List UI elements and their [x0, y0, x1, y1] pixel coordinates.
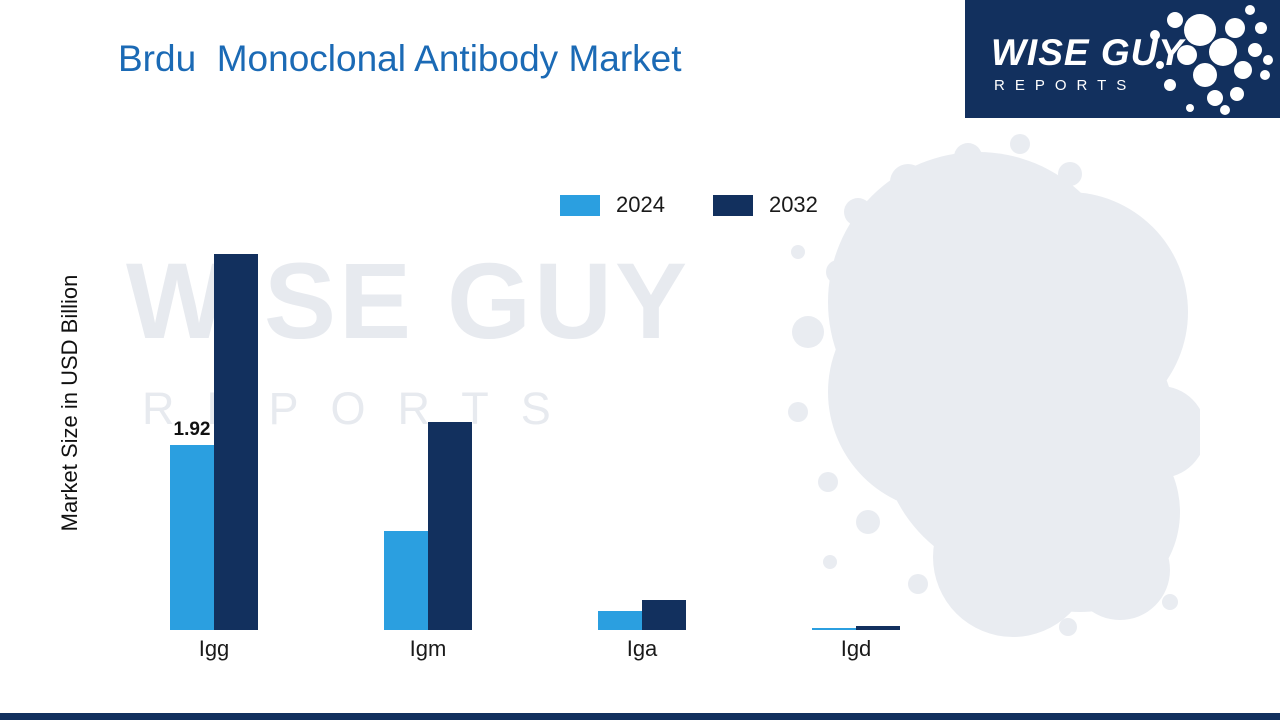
bar-2024-Igm [384, 531, 428, 630]
page-title: Brdu Monoclonal Antibody Market [118, 38, 682, 79]
legend-item-2032: 2032 [712, 192, 818, 218]
bar-value-label: 1.92 [173, 418, 211, 440]
legend-item-2024: 2024 [560, 192, 665, 218]
brand-name: WISE GUY [991, 32, 1185, 73]
watermark-line1: WISE GUY [126, 240, 691, 361]
brand-text: WISE GUY REPORTS [991, 34, 1184, 94]
bar-2032-Igm [428, 422, 472, 630]
legend-label-2024: 2024 [616, 192, 665, 217]
category-label-Igg: Igg [198, 636, 230, 661]
bar-2032-Iga [642, 600, 686, 630]
legend-swatch-2024 [560, 194, 600, 216]
bar-2024-Igg [170, 445, 214, 630]
bar-2024-Iga [598, 611, 642, 630]
legend-label-2032: 2032 [768, 192, 818, 217]
dotted-head-graphic [788, 134, 1200, 637]
category-label-Igm: Igm [409, 636, 447, 661]
chart-legend: 2024 2032 [560, 192, 818, 218]
brand-block: WISE GUY REPORTS [965, 0, 1280, 118]
watermark-line2: REPORTS [142, 383, 583, 434]
category-label-Iga: Iga [626, 636, 658, 661]
bar-2032-Igg [214, 254, 258, 630]
brand-head-icon [1150, 5, 1273, 115]
legend-swatch-2032 [712, 194, 753, 216]
category-label-Igd: Igd [840, 636, 872, 661]
footer-bar [0, 713, 1280, 720]
bar-2024-Igd [812, 628, 856, 630]
brand-subtitle: REPORTS [994, 77, 1137, 94]
bar-2032-Igd [856, 626, 900, 630]
